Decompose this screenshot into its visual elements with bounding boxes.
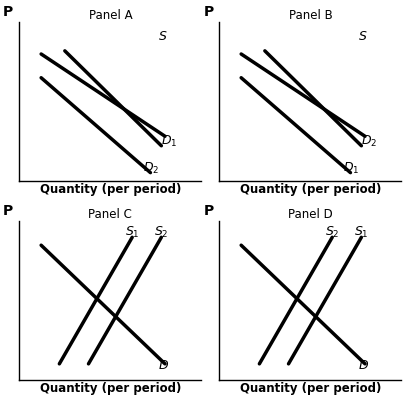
Text: $D_1$: $D_1$ bbox=[161, 134, 178, 149]
Text: $D_2$: $D_2$ bbox=[143, 161, 160, 176]
X-axis label: Quantity (per period): Quantity (per period) bbox=[240, 383, 381, 395]
Title: Panel C: Panel C bbox=[88, 209, 132, 221]
X-axis label: Quantity (per period): Quantity (per period) bbox=[39, 383, 181, 395]
Text: P: P bbox=[203, 205, 214, 218]
Text: $S_1$: $S_1$ bbox=[125, 225, 140, 241]
X-axis label: Quantity (per period): Quantity (per period) bbox=[240, 183, 381, 196]
Text: $D$: $D$ bbox=[158, 359, 169, 372]
Title: Panel D: Panel D bbox=[288, 209, 333, 221]
Text: P: P bbox=[3, 5, 13, 19]
Text: P: P bbox=[3, 205, 13, 218]
Text: $D_1$: $D_1$ bbox=[343, 161, 359, 176]
Title: Panel B: Panel B bbox=[289, 9, 332, 22]
Text: P: P bbox=[203, 5, 214, 19]
Text: $S_1$: $S_1$ bbox=[354, 225, 369, 241]
Text: $D$: $D$ bbox=[358, 359, 369, 372]
Text: $D_2$: $D_2$ bbox=[361, 134, 378, 149]
Text: $S_2$: $S_2$ bbox=[154, 225, 168, 241]
Text: $S$: $S$ bbox=[158, 30, 167, 43]
Text: $S_2$: $S_2$ bbox=[325, 225, 339, 241]
Text: $S$: $S$ bbox=[358, 30, 367, 43]
Title: Panel A: Panel A bbox=[89, 9, 132, 22]
X-axis label: Quantity (per period): Quantity (per period) bbox=[39, 183, 181, 196]
